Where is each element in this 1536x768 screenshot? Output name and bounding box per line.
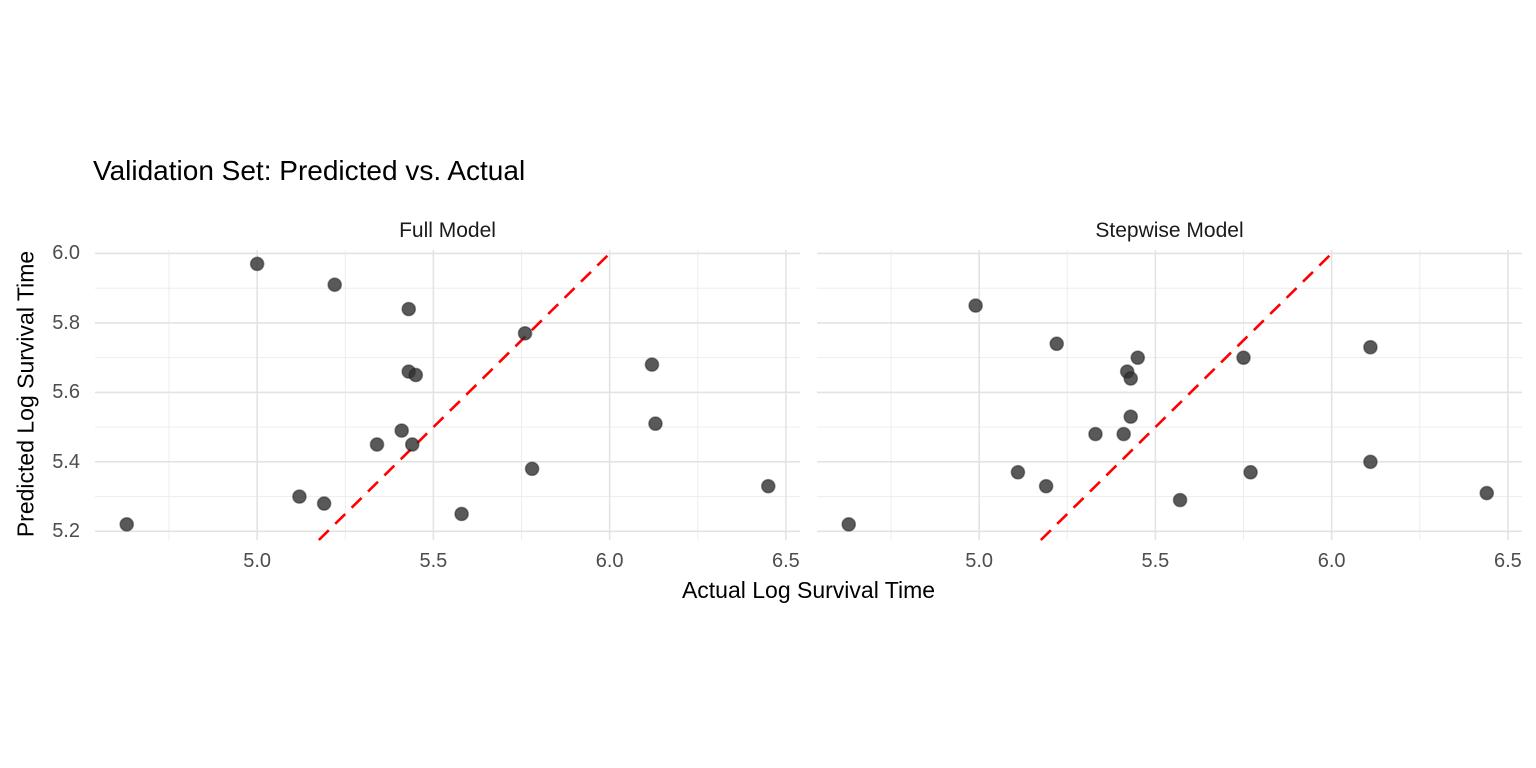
data-point: [1088, 426, 1103, 442]
data-point: [394, 423, 410, 438]
data-point: [1130, 350, 1146, 366]
data-point: [249, 256, 265, 272]
data-point: [648, 416, 663, 432]
x-tick-label: 6.0: [1317, 550, 1346, 572]
x-tick-label: 5.0: [243, 550, 272, 572]
data-point: [1116, 426, 1132, 442]
data-point: [1363, 454, 1378, 470]
data-point: [1243, 464, 1258, 480]
data-point: [316, 496, 332, 511]
y-tick-label: 5.4: [52, 450, 80, 473]
data-point: [968, 298, 983, 313]
data-point: [1123, 371, 1139, 386]
x-tick-label: 5.5: [419, 550, 448, 572]
data-point: [1010, 464, 1026, 480]
data-point: [524, 461, 540, 477]
chart-title: Validation Set: Predicted vs. Actual: [93, 155, 526, 186]
y-tick-label: 5.8: [52, 311, 80, 334]
data-point: [1038, 478, 1054, 494]
data-point: [517, 326, 533, 341]
data-point: [292, 489, 307, 504]
facet-title-stepwise-model: Stepwise Model: [1095, 219, 1244, 242]
x-tick-label: 6.5: [1493, 550, 1522, 572]
data-point: [1123, 409, 1139, 425]
data-point: [644, 357, 660, 372]
data-point: [1363, 339, 1378, 355]
data-point: [1049, 336, 1065, 352]
data-point: [119, 517, 135, 532]
data-point: [327, 277, 343, 293]
x-axis-title: Actual Log Survival Time: [681, 577, 936, 603]
y-tick-label: 5.2: [52, 520, 80, 543]
x-tick-label: 5.0: [965, 550, 994, 572]
data-point: [369, 437, 385, 452]
data-point: [404, 437, 420, 452]
data-point: [454, 506, 469, 522]
data-point: [1236, 350, 1251, 366]
x-tick-label: 6.0: [595, 550, 624, 572]
data-point: [760, 478, 776, 494]
x-tick-label: 6.5: [771, 550, 800, 572]
data-point: [408, 367, 424, 383]
y-tick-label: 6.0: [52, 242, 80, 265]
data-point: [1479, 485, 1495, 501]
facet-title-full-model: Full Model: [399, 219, 496, 242]
data-point: [841, 517, 857, 532]
x-tick-label: 5.5: [1141, 550, 1170, 572]
y-tick-label: 5.6: [52, 381, 80, 404]
data-point: [1172, 492, 1188, 508]
data-point: [401, 301, 417, 317]
